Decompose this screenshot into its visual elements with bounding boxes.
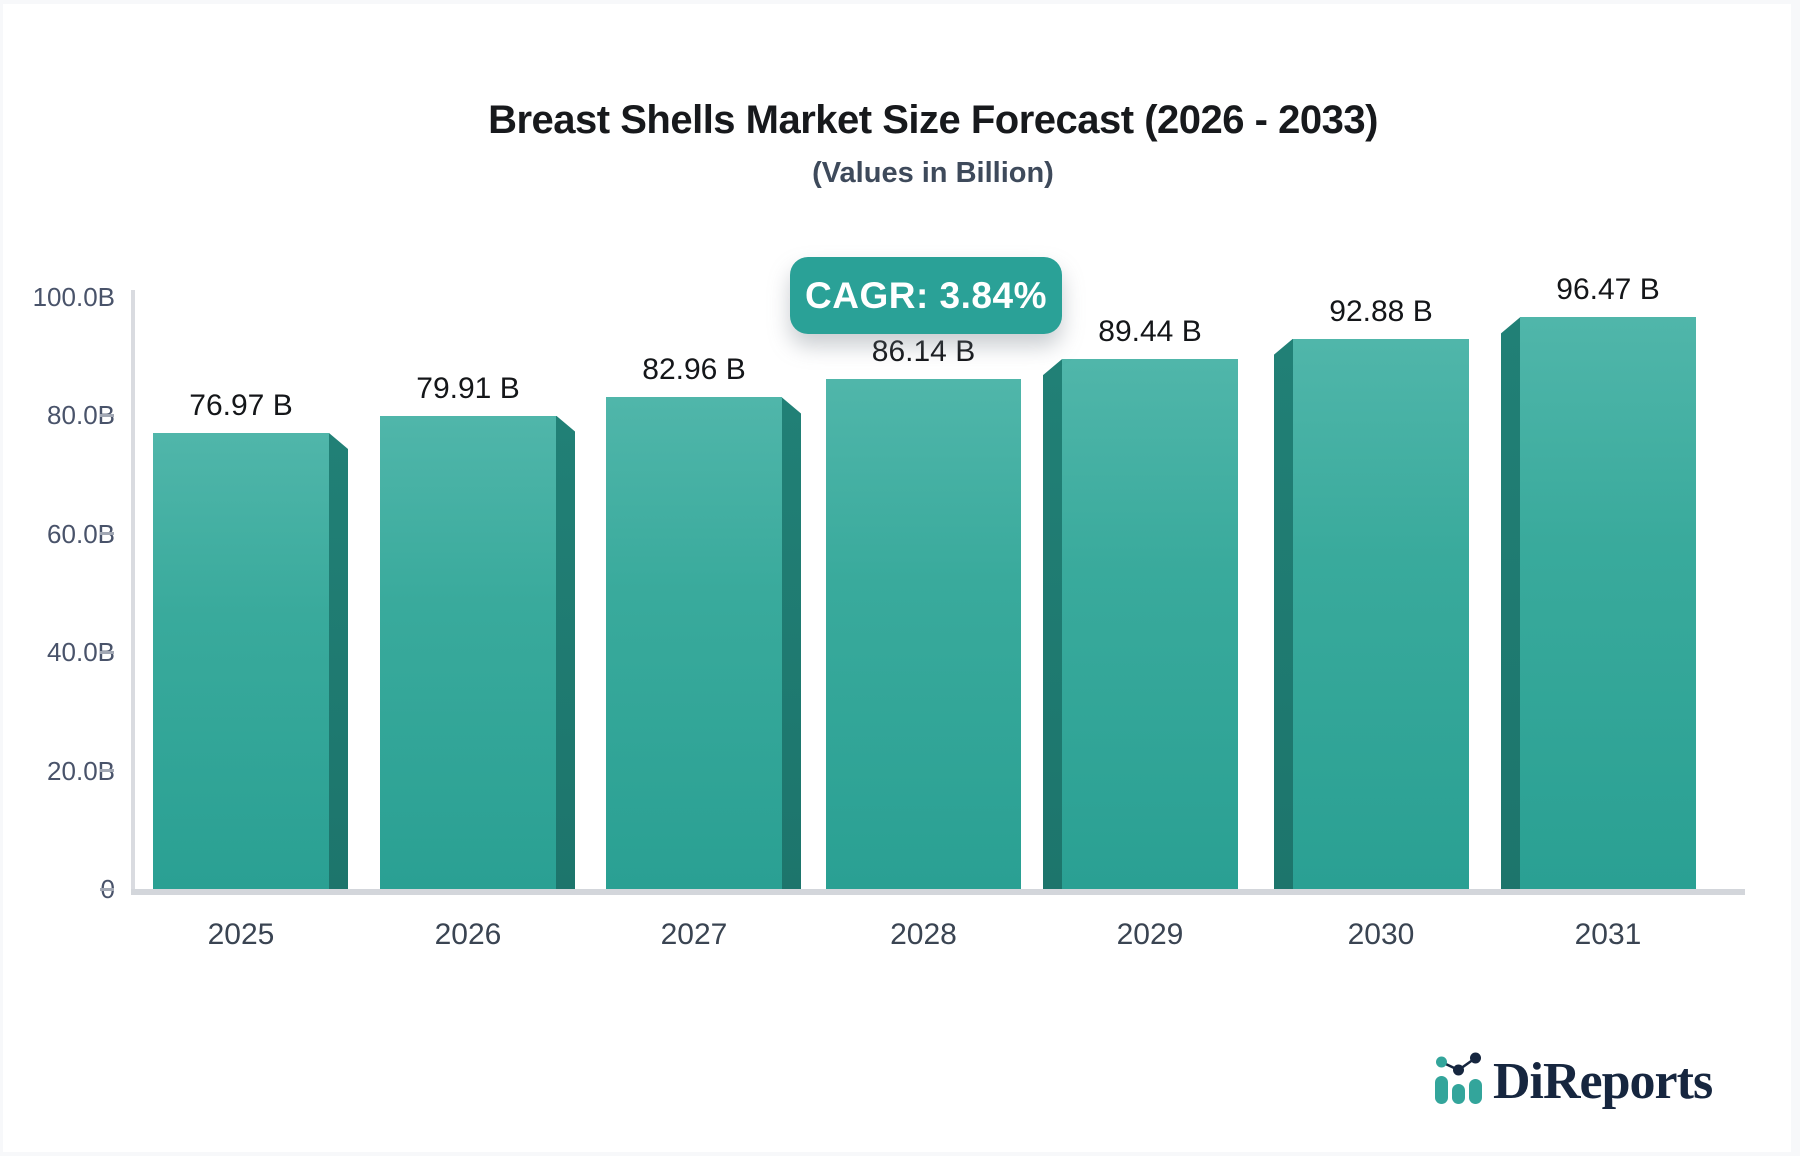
bar-value-label: 89.44 B: [1098, 315, 1202, 349]
bar-2026: [380, 415, 575, 889]
chart-title: Breast Shells Market Size Forecast (2026…: [488, 98, 1378, 142]
bar-side-face: [1043, 359, 1062, 889]
plot-area: 100.0B 80.0B 60.0B 40.0B 20.0B 0 76.97 B 79.91…: [3, 4, 1791, 1152]
bar-side-face: [556, 415, 575, 889]
x-axis-label: 2028: [890, 918, 957, 951]
bar-face: [1293, 338, 1469, 889]
bar-value-label: 76.97 B: [189, 388, 293, 422]
bar-face: [606, 397, 782, 889]
y-tick-mark: [100, 532, 114, 535]
bar-face: [380, 415, 556, 889]
y-tick-label: 0: [3, 873, 115, 905]
y-tick-mark: [100, 887, 114, 891]
bar-2027: [606, 397, 801, 889]
bar-face: [826, 378, 1021, 889]
chart-subtitle: (Values in Billion): [812, 157, 1054, 189]
bar-value-label: 96.47 B: [1556, 273, 1660, 307]
y-axis-line: [131, 290, 135, 894]
chart-header: Breast Shells Market Size Forecast (2026…: [63, 4, 1800, 190]
x-axis-line: [131, 889, 1745, 895]
bar-value-label: 82.96 B: [642, 353, 746, 387]
y-tick-label: 60.0B: [47, 518, 115, 549]
bar-2031: [1501, 317, 1696, 889]
y-tick-mark: [100, 413, 114, 417]
bar-face: [153, 432, 329, 889]
x-axis-label: 2031: [1574, 918, 1642, 951]
y-tick-mark: [100, 650, 114, 654]
bar-value-label: 79.91 B: [416, 371, 520, 405]
x-axis-label: 2026: [434, 918, 502, 951]
x-axis-label: 2030: [1347, 918, 1415, 951]
y-tick-label: 80.0B: [47, 400, 115, 430]
bar-face: [1062, 359, 1238, 889]
cagr-badge: CAGR: 3.84%: [790, 257, 1062, 334]
logo: DiReports: [1431, 1042, 1713, 1112]
bar-face: [1520, 317, 1696, 889]
bar-side-face: [329, 432, 348, 889]
y-tick-label: 40.0B: [47, 637, 115, 667]
bar-side-face: [1501, 317, 1520, 889]
bar-value-label: 86.14 B: [871, 334, 976, 368]
bar-2028: [826, 378, 1021, 889]
x-axis-label: 2027: [660, 918, 728, 951]
y-tick-mark: [100, 769, 114, 772]
y-tick-label: 20.0B: [47, 755, 115, 786]
logo-text: DiReports: [1493, 1053, 1713, 1110]
bar-side-face: [782, 397, 801, 889]
x-axis-label: 2029: [1116, 918, 1184, 951]
bar-2029: [1043, 359, 1238, 889]
logo-chart-icon: [1435, 1052, 1482, 1104]
bar-value-label: 92.88 B: [1329, 294, 1433, 328]
bar-side-face: [1274, 338, 1293, 889]
bar-2030: [1274, 338, 1469, 889]
bar-2025: [153, 432, 348, 889]
x-axis-label: 2025: [207, 918, 275, 951]
y-tick-label: 100.0B: [32, 281, 115, 312]
chart-sheet: Breast Shells Market Size Forecast (2026…: [3, 4, 1791, 1152]
